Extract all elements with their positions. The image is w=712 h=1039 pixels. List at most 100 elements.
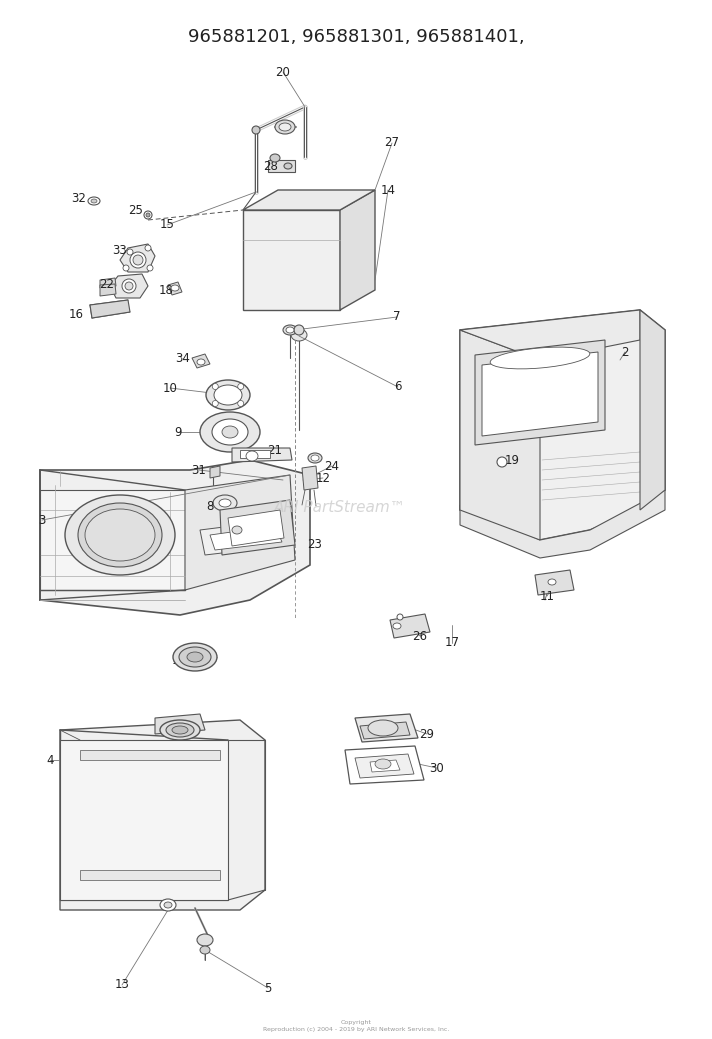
Text: 30: 30: [429, 762, 444, 774]
Ellipse shape: [279, 123, 291, 131]
Ellipse shape: [214, 385, 242, 405]
Polygon shape: [220, 500, 295, 555]
Text: 2: 2: [622, 346, 629, 358]
Polygon shape: [100, 278, 116, 288]
Text: 12: 12: [315, 472, 330, 484]
Ellipse shape: [91, 199, 97, 203]
Text: 14: 14: [380, 184, 395, 196]
Text: 13: 13: [115, 979, 130, 991]
Ellipse shape: [275, 119, 295, 134]
Polygon shape: [460, 310, 640, 359]
Text: 5: 5: [264, 982, 272, 994]
Ellipse shape: [85, 509, 155, 561]
Ellipse shape: [160, 899, 176, 911]
Text: 34: 34: [176, 351, 190, 365]
Text: 965881201, 965881301, 965881401,: 965881201, 965881301, 965881401,: [188, 28, 524, 46]
Polygon shape: [460, 310, 665, 540]
Polygon shape: [60, 720, 265, 910]
Polygon shape: [355, 754, 414, 778]
Text: 4: 4: [46, 753, 53, 767]
Ellipse shape: [187, 652, 203, 662]
Ellipse shape: [219, 499, 231, 507]
Ellipse shape: [222, 426, 238, 438]
Polygon shape: [243, 190, 375, 210]
Ellipse shape: [238, 383, 244, 390]
Polygon shape: [40, 460, 310, 615]
Text: 27: 27: [384, 136, 399, 150]
Ellipse shape: [88, 197, 100, 205]
Ellipse shape: [65, 495, 175, 575]
Polygon shape: [80, 750, 220, 760]
Ellipse shape: [164, 902, 172, 908]
Text: Copyright
Reproduction (c) 2004 - 2019 by ARI Network Services, Inc.: Copyright Reproduction (c) 2004 - 2019 b…: [263, 1020, 449, 1032]
Polygon shape: [90, 300, 130, 318]
Text: 32: 32: [72, 191, 86, 205]
Ellipse shape: [375, 760, 391, 769]
Ellipse shape: [145, 245, 151, 251]
Text: 11: 11: [540, 589, 555, 603]
Text: 31: 31: [192, 463, 206, 477]
Ellipse shape: [123, 265, 129, 271]
Ellipse shape: [212, 400, 219, 406]
Text: 8: 8: [206, 500, 214, 512]
Ellipse shape: [206, 380, 250, 410]
Text: 26: 26: [412, 630, 427, 642]
Text: 24: 24: [325, 459, 340, 473]
Ellipse shape: [291, 329, 307, 341]
Ellipse shape: [166, 723, 194, 737]
Ellipse shape: [548, 579, 556, 585]
Ellipse shape: [144, 211, 152, 219]
Ellipse shape: [308, 453, 322, 463]
Text: 16: 16: [68, 308, 83, 320]
Polygon shape: [355, 714, 418, 742]
Text: 17: 17: [444, 637, 459, 649]
Ellipse shape: [122, 279, 136, 293]
Text: 1: 1: [172, 654, 179, 666]
Text: 15: 15: [159, 218, 174, 232]
Ellipse shape: [368, 720, 398, 736]
Text: 25: 25: [129, 204, 143, 216]
Polygon shape: [100, 284, 116, 296]
Ellipse shape: [125, 282, 133, 290]
Text: 21: 21: [268, 444, 283, 456]
Ellipse shape: [311, 455, 319, 461]
Text: 20: 20: [276, 65, 290, 79]
Text: 18: 18: [159, 284, 174, 296]
Ellipse shape: [286, 327, 294, 334]
Text: 22: 22: [100, 278, 115, 292]
Polygon shape: [460, 330, 540, 540]
Ellipse shape: [130, 252, 146, 268]
Ellipse shape: [270, 154, 280, 162]
Polygon shape: [155, 714, 205, 734]
Ellipse shape: [284, 163, 292, 169]
Polygon shape: [640, 310, 665, 510]
Ellipse shape: [212, 419, 248, 445]
Text: 7: 7: [393, 311, 401, 323]
Ellipse shape: [397, 614, 403, 620]
Polygon shape: [210, 467, 220, 478]
Polygon shape: [340, 190, 375, 310]
Ellipse shape: [252, 126, 260, 134]
Ellipse shape: [213, 495, 237, 511]
Ellipse shape: [197, 934, 213, 945]
Ellipse shape: [127, 249, 133, 255]
Polygon shape: [228, 510, 284, 547]
Text: ARI PartStream™: ARI PartStream™: [274, 501, 406, 515]
Text: 9: 9: [174, 426, 182, 438]
Polygon shape: [200, 520, 290, 555]
Text: 28: 28: [263, 160, 278, 172]
Polygon shape: [192, 354, 210, 368]
Ellipse shape: [490, 347, 590, 369]
Text: 19: 19: [505, 454, 520, 468]
Polygon shape: [360, 722, 410, 739]
Ellipse shape: [78, 503, 162, 567]
Text: 29: 29: [419, 727, 434, 741]
Ellipse shape: [173, 643, 217, 671]
Polygon shape: [475, 340, 605, 445]
Polygon shape: [460, 490, 665, 558]
Ellipse shape: [160, 720, 200, 740]
Text: 6: 6: [394, 380, 402, 394]
Polygon shape: [185, 475, 295, 590]
Polygon shape: [80, 870, 220, 880]
Ellipse shape: [497, 457, 507, 467]
